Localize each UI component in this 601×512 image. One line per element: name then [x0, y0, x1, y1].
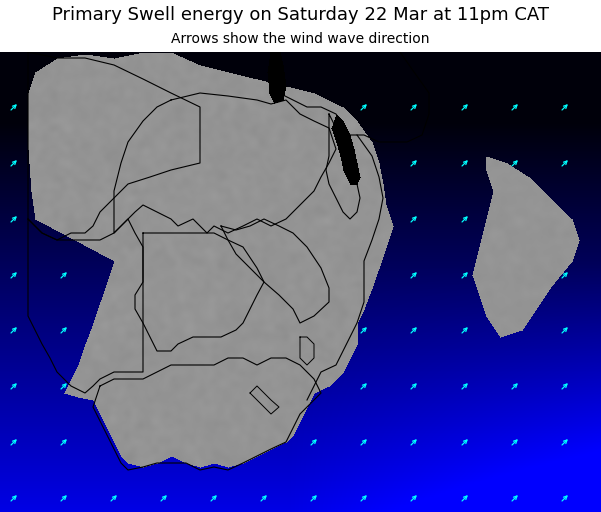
Text: Arrows show the wind wave direction: Arrows show the wind wave direction [171, 32, 430, 46]
Text: Primary Swell energy on Saturday 22 Mar at 11pm CAT: Primary Swell energy on Saturday 22 Mar … [52, 6, 549, 24]
